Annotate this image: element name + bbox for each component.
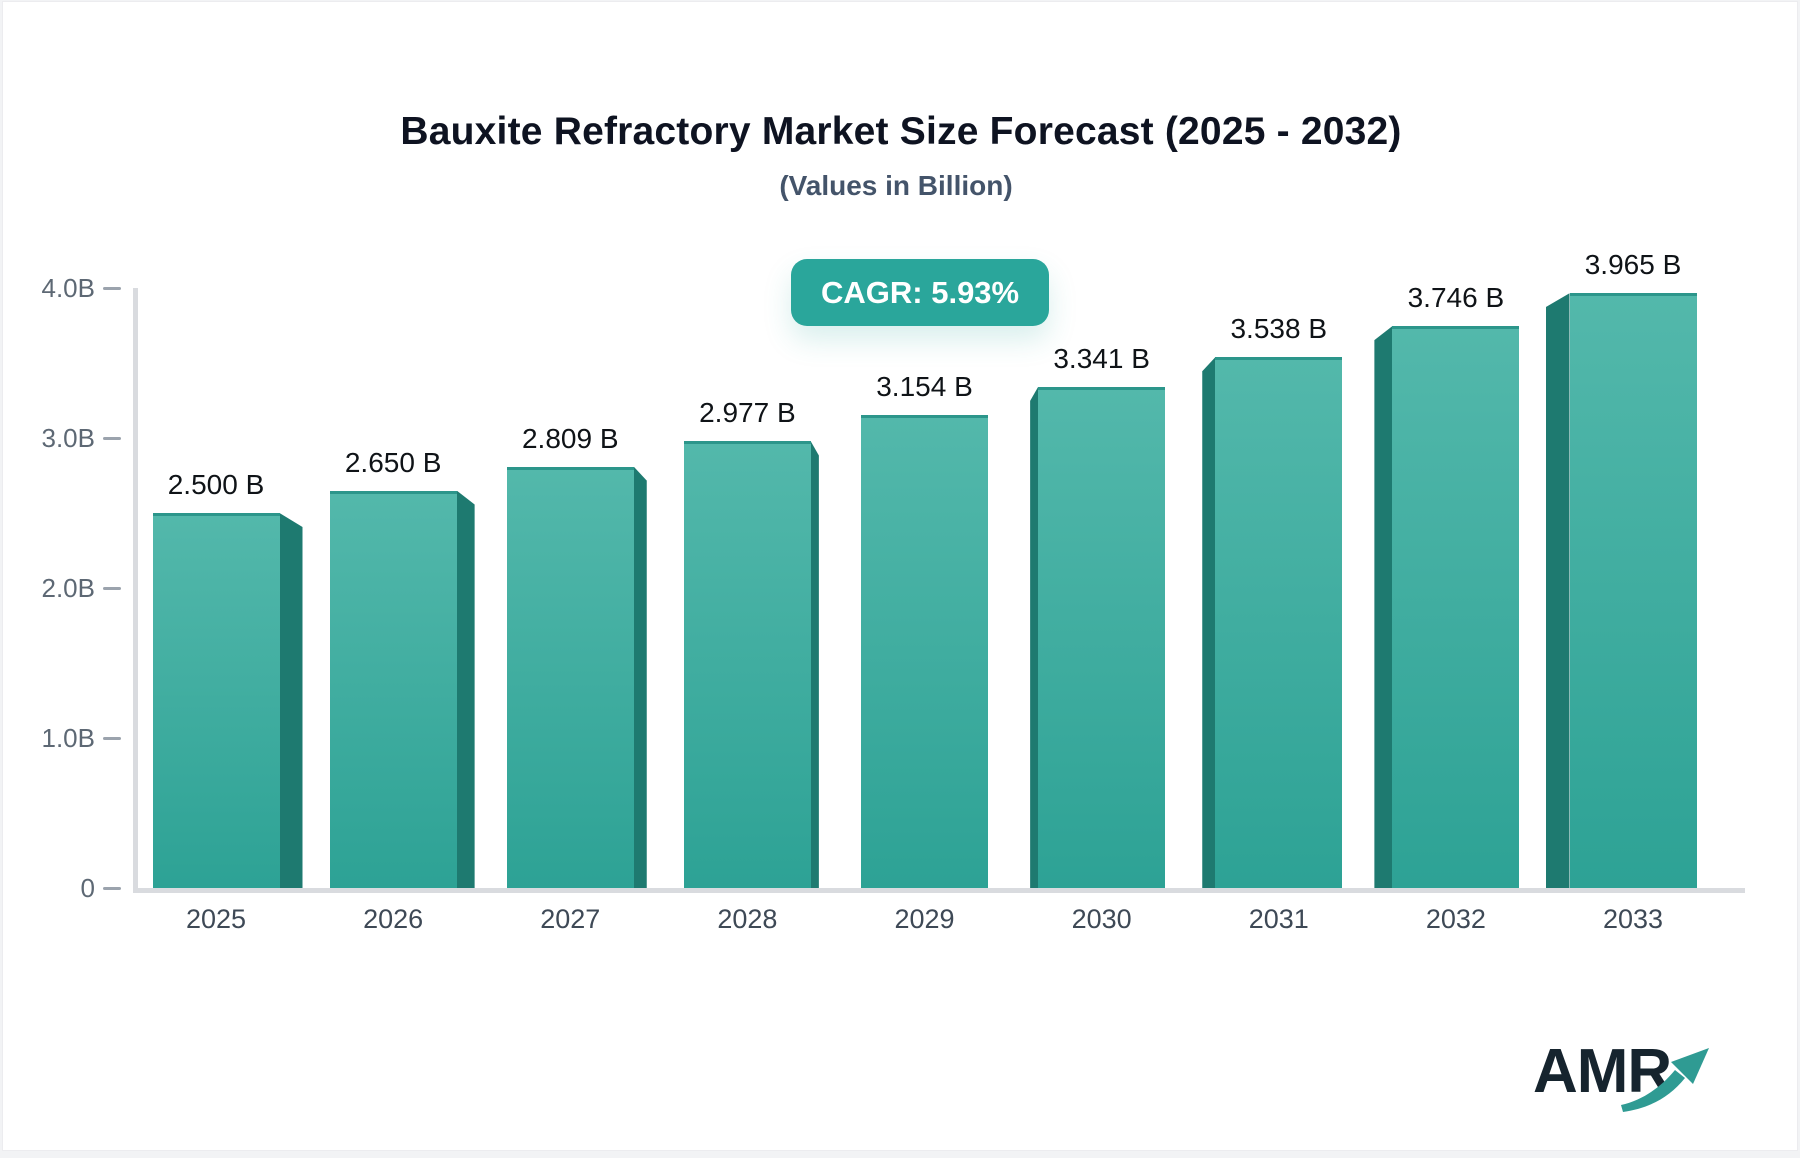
bar-value-2033: 3.965 B (1584, 249, 1682, 281)
amr-logo: AMR (1533, 1036, 1733, 1126)
x-axis-line (133, 888, 1745, 893)
x-axis-label-2027: 2027 (540, 904, 601, 934)
bar-value-2029: 3.154 B (876, 370, 973, 402)
bar-value-2030: 3.341 B (1053, 342, 1150, 374)
y-tick-3.0B (103, 437, 121, 440)
bar-value-2026: 2.650 B (344, 446, 442, 478)
bar-side-2026 (456, 490, 475, 888)
x-axis-label-2033: 2033 (1602, 904, 1664, 934)
x-axis-label-2028: 2028 (717, 904, 778, 934)
cagr-badge: CAGR: 5.93% (791, 259, 1050, 326)
y-tick-label-4.0B: 4.0B (41, 273, 96, 303)
y-tick-2.0B (103, 587, 121, 590)
y-tick-4.0B (103, 287, 121, 290)
bar-side-2031 (1202, 357, 1216, 888)
bar-value-2027: 2.809 B (521, 422, 619, 454)
x-axis-label-2025: 2025 (185, 904, 247, 934)
bar-side-2030 (1030, 386, 1039, 888)
bar-side-2028 (810, 441, 819, 888)
bar-2025 (152, 513, 280, 888)
bar-2030 (1038, 386, 1166, 888)
bar-side-2033 (1545, 293, 1570, 888)
y-axis-line (133, 288, 138, 893)
bar-2028 (683, 441, 811, 888)
y-tick-label-0: 0 (80, 873, 95, 903)
x-axis-label-2031: 2031 (1248, 904, 1309, 934)
bar-2026 (329, 490, 457, 888)
bar-2032 (1392, 326, 1520, 888)
y-tick-label-3.0B: 3.0B (41, 423, 96, 453)
bar-value-2028: 2.977 B (699, 397, 796, 429)
bar-side-2027 (633, 466, 647, 888)
bar-2033 (1569, 293, 1697, 888)
x-axis-label-2029: 2029 (894, 904, 955, 934)
bar-side-2032 (1374, 326, 1393, 888)
y-tick-label-2.0B: 2.0B (41, 573, 96, 603)
chart-title: Bauxite Refractory Market Size Forecast … (400, 110, 1402, 153)
bar-value-2032: 3.746 B (1407, 282, 1505, 314)
bar-side-2025 (279, 513, 303, 888)
y-tick-1.0B (103, 737, 121, 740)
x-axis-label-2032: 2032 (1425, 904, 1486, 934)
bar-2027 (506, 466, 634, 888)
bar-value-2025: 2.500 B (167, 469, 265, 500)
x-axis-label-2030: 2030 (1071, 904, 1132, 934)
plot-area: 4.0B 3.0B 2.0B 1.0B 0 2.500 B 2025 2.650 B 2026 2… (3, 2, 1799, 1158)
bar-value-2031: 3.538 B (1230, 313, 1328, 345)
y-tick-label-1.0B: 1.0B (41, 723, 96, 753)
chart-subtitle: (Values in Billion) (779, 170, 1013, 201)
x-axis-label-2026: 2026 (363, 904, 424, 934)
bar-2031 (1215, 357, 1343, 888)
growth-arrow-icon (1621, 1048, 1709, 1112)
y-tick-0 (103, 887, 121, 890)
bar-2029 (861, 414, 988, 888)
